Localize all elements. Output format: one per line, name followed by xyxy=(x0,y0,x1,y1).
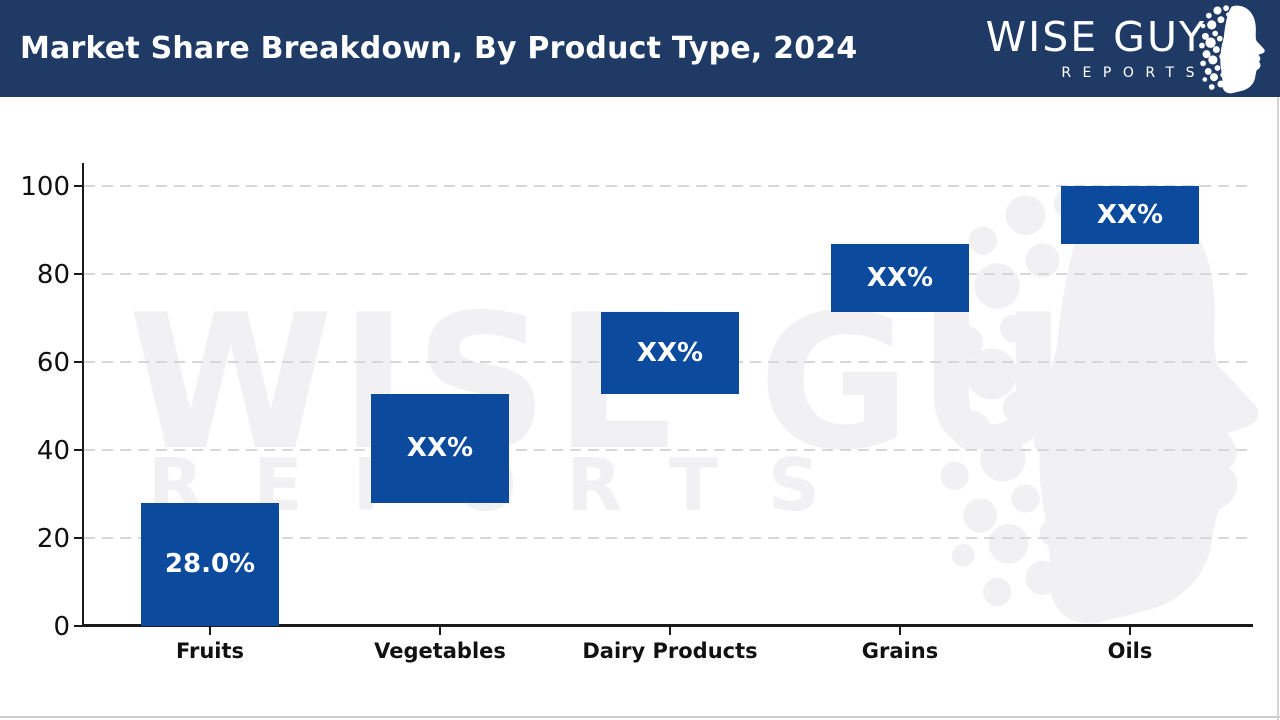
bar-dairy-products xyxy=(601,311,739,395)
brand-logo-text: WISE GUY REPORTS xyxy=(985,12,1206,81)
figure-bottom-border xyxy=(0,716,1280,718)
bar-oils xyxy=(1061,186,1199,245)
bar-value-label-grains: XX% xyxy=(866,262,934,293)
brand-name: WISE GUY xyxy=(985,12,1206,61)
x-tick-mark-vegetables xyxy=(439,627,441,635)
bar-fruits xyxy=(141,502,279,626)
x-axis-spine xyxy=(82,624,1253,627)
y-tick-label-40: 40 xyxy=(36,436,70,466)
x-tick-label-dairy-products: Dairy Products xyxy=(582,639,758,663)
x-tick-label-fruits: Fruits xyxy=(175,639,245,663)
bar-value-label-vegetables: XX% xyxy=(406,433,474,464)
bar-value-label-oils: XX% xyxy=(1096,200,1164,231)
y-tick-label-80: 80 xyxy=(36,260,70,290)
y-tick-mark-40 xyxy=(74,449,82,451)
y-tick-label-20: 20 xyxy=(36,524,70,554)
y-tick-label-60: 60 xyxy=(36,348,70,378)
bar-vegetables xyxy=(371,394,509,503)
x-tick-mark-dairy-products xyxy=(669,627,671,635)
bar-grains xyxy=(831,244,969,312)
gridline-100 xyxy=(84,185,1253,187)
x-tick-mark-oils xyxy=(1129,627,1131,635)
brand-logo: WISE GUY REPORTS xyxy=(986,0,1274,97)
bar-value-label-dairy-products: XX% xyxy=(636,337,704,368)
bar-value-label-fruits: 28.0% xyxy=(164,549,256,580)
dotted-head-logo-icon xyxy=(1199,4,1265,93)
y-tick-mark-0 xyxy=(74,625,82,627)
y-tick-mark-20 xyxy=(74,537,82,539)
x-tick-label-vegetables: Vegetables xyxy=(374,639,506,663)
x-tick-label-oils: Oils xyxy=(1107,639,1153,663)
gridline-20 xyxy=(84,537,1253,539)
gridline-80 xyxy=(84,273,1253,275)
x-tick-label-grains: Grains xyxy=(861,639,939,663)
header-bar: Market Share Breakdown, By Product Type,… xyxy=(0,0,1280,97)
watermark-dotted-head-icon xyxy=(934,189,1259,624)
y-tick-label-0: 0 xyxy=(53,612,70,642)
y-axis-spine xyxy=(82,163,84,626)
chart-title: Market Share Breakdown, By Product Type,… xyxy=(20,31,858,66)
y-tick-mark-100 xyxy=(74,185,82,187)
x-tick-mark-fruits xyxy=(209,627,211,635)
brand-subtitle: REPORTS xyxy=(1061,64,1206,81)
gridline-40 xyxy=(84,449,1253,451)
y-tick-mark-60 xyxy=(74,361,82,363)
x-tick-mark-grains xyxy=(899,627,901,635)
y-tick-label-100: 100 xyxy=(20,172,70,202)
chart-plot-region: WISE GUY REPORTS 02040608010028.0%Fruits… xyxy=(0,97,1280,720)
figure-right-border xyxy=(1277,92,1279,720)
y-tick-mark-80 xyxy=(74,273,82,275)
